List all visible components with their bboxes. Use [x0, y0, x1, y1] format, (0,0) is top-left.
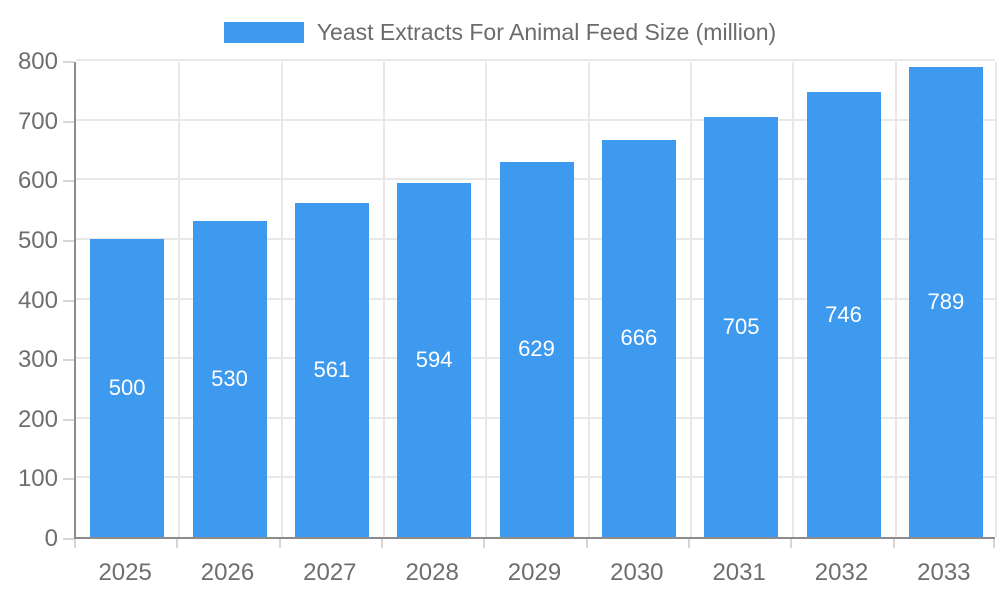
y-axis-label: 200 — [17, 405, 58, 433]
x-axis-tick — [74, 539, 76, 548]
y-axis-tick — [63, 299, 74, 302]
y-axis-label: 300 — [17, 346, 58, 374]
x-axis-label: 2033 — [917, 559, 971, 586]
bar-2031[interactable]: 705 — [704, 116, 779, 537]
x-axis-label: 2028 — [405, 559, 459, 586]
bar-2027[interactable]: 561 — [294, 202, 369, 537]
x-axis-label: 2027 — [303, 559, 357, 586]
x-axis-label: 2026 — [200, 559, 255, 586]
gridline-vertical — [792, 62, 795, 537]
y-axis-tick — [63, 180, 74, 183]
bar-2028[interactable]: 594 — [397, 182, 472, 537]
y-axis-tick — [63, 478, 74, 481]
x-axis-tick — [892, 539, 895, 548]
y-axis-tick — [63, 239, 74, 242]
legend-swatch — [223, 21, 304, 43]
x-axis-tick — [993, 539, 995, 548]
gridline-vertical — [894, 62, 897, 537]
bar-value-label: 789 — [927, 288, 965, 314]
x-axis-tick — [176, 539, 179, 548]
y-axis-label: 800 — [17, 48, 58, 75]
y-axis-label: 0 — [44, 525, 58, 552]
gridline-vertical — [995, 62, 997, 537]
bar-value-label: 561 — [313, 356, 351, 382]
bar-value-label: 746 — [825, 301, 862, 327]
bar-value-label: 629 — [518, 336, 555, 362]
gridline-vertical — [485, 62, 488, 537]
y-axis-label: 700 — [17, 107, 58, 135]
bar-value-label: 500 — [108, 374, 146, 400]
bar-value-label: 705 — [722, 313, 760, 339]
x-axis-tick — [381, 539, 383, 548]
y-axis-label: 400 — [17, 286, 58, 314]
gridline-vertical — [178, 62, 181, 537]
gridline-vertical — [587, 62, 590, 537]
gridline-vertical — [280, 62, 283, 537]
bar-2029[interactable]: 629 — [499, 161, 574, 537]
y-axis-label: 500 — [17, 226, 58, 254]
bar-value-label: 530 — [211, 366, 248, 391]
x-axis-tick — [278, 539, 281, 548]
x-axis-tick — [688, 539, 690, 548]
y-axis-tick — [63, 538, 74, 540]
x-axis-tick — [483, 539, 486, 548]
bar-2025[interactable]: 500 — [90, 238, 165, 537]
x-axis-label: 2029 — [507, 559, 562, 586]
x-axis-label: 2025 — [98, 559, 152, 586]
bar-2032[interactable]: 746 — [806, 92, 881, 537]
legend[interactable]: Yeast Extracts For Animal Feed Size (mil… — [0, 18, 1000, 45]
y-axis-label: 100 — [17, 465, 58, 493]
y-axis-label: 600 — [17, 167, 58, 195]
x-axis-label: 2030 — [610, 559, 664, 586]
chart-title: Yeast Extracts For Animal Feed Size (mil… — [316, 18, 777, 45]
bar-2026[interactable]: 530 — [192, 221, 267, 537]
gridline-horizontal — [76, 59, 995, 61]
y-axis-tick — [63, 418, 74, 421]
y-axis-tick — [63, 359, 74, 362]
gridline-vertical — [383, 62, 385, 537]
gridline-vertical — [690, 62, 692, 537]
bar-value-label: 666 — [620, 325, 658, 351]
plot-area: 500 530 561 594 629 666 705 746 789 — [74, 59, 997, 539]
x-axis-tick — [585, 539, 588, 548]
y-axis-tick — [63, 61, 74, 63]
bar-2030[interactable]: 666 — [601, 139, 676, 537]
x-axis-label: 2031 — [712, 559, 766, 586]
y-axis-tick — [63, 120, 74, 123]
bar-2033[interactable]: 789 — [908, 66, 983, 537]
x-axis-tick — [790, 539, 793, 548]
x-axis-label: 2032 — [814, 559, 869, 586]
bar-value-label: 594 — [415, 346, 453, 372]
